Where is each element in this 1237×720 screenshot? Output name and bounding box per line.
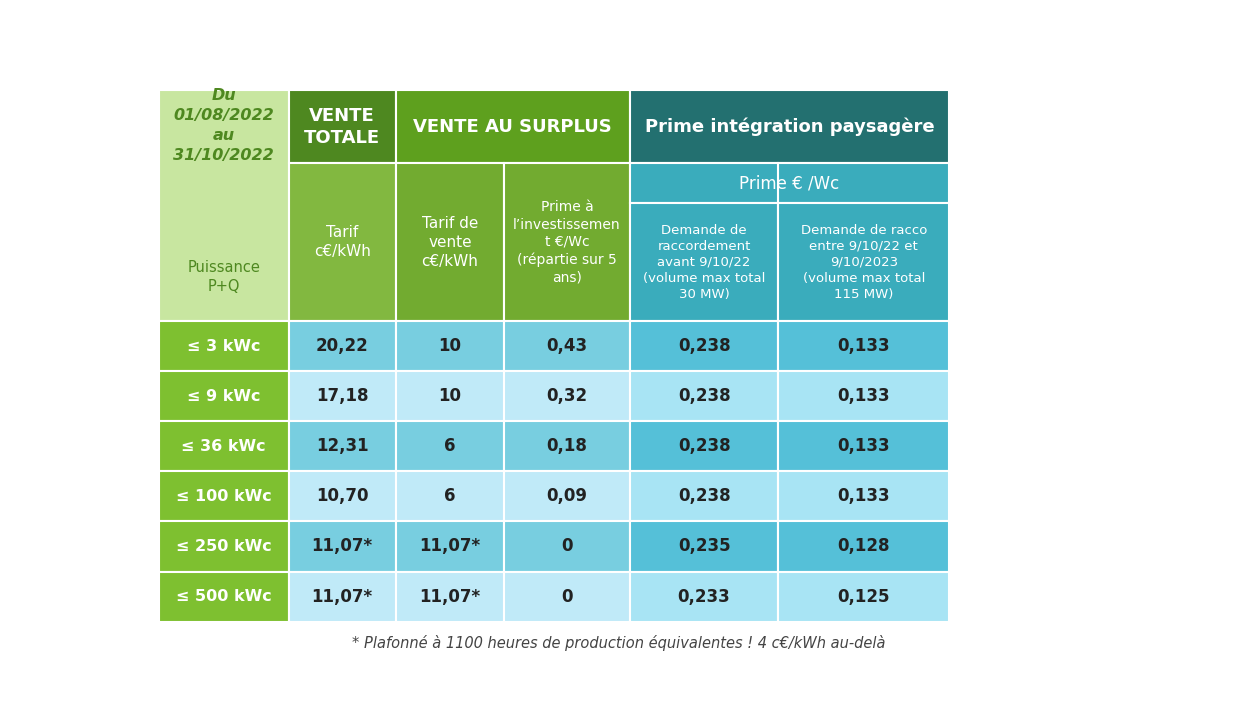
Bar	[396, 472, 505, 521]
Text: 11,07*: 11,07*	[419, 537, 480, 555]
Text: Demande de
raccordement
avant 9/10/22
(volume max total
30 MW): Demande de raccordement avant 9/10/22 (v…	[643, 224, 766, 301]
Text: Prime intégration paysagère: Prime intégration paysagère	[644, 117, 934, 136]
Bar	[630, 572, 778, 621]
Text: 0,09: 0,09	[547, 487, 588, 505]
Text: 10: 10	[438, 337, 461, 355]
Text: Tarif
c€/kWh: Tarif c€/kWh	[314, 225, 371, 259]
Text: 12,31: 12,31	[315, 437, 369, 455]
Bar	[158, 321, 288, 372]
Bar	[630, 90, 949, 163]
Text: 0: 0	[562, 537, 573, 555]
Text: 0,32: 0,32	[547, 387, 588, 405]
Bar	[630, 372, 778, 421]
Bar	[778, 421, 949, 472]
Bar	[778, 521, 949, 572]
Text: * Plafonné à 1100 heures de production équivalentes ! 4 c€/kWh au-delà: * Plafonné à 1100 heures de production é…	[353, 636, 886, 652]
Bar	[396, 521, 505, 572]
Bar	[158, 90, 288, 321]
Bar	[505, 572, 630, 621]
Text: 11,07*: 11,07*	[312, 537, 372, 555]
Text: 20,22: 20,22	[315, 337, 369, 355]
Text: 6: 6	[444, 487, 455, 505]
Bar	[630, 321, 778, 372]
Text: 17,18: 17,18	[315, 387, 369, 405]
Bar	[505, 321, 630, 372]
Bar	[158, 421, 288, 472]
Text: ≤ 36 kWc: ≤ 36 kWc	[182, 439, 266, 454]
Text: Demande de racco
entre 9/10/22 et
9/10/2023
(volume max total
115 MW): Demande de racco entre 9/10/22 et 9/10/2…	[800, 224, 927, 301]
Text: 0: 0	[562, 588, 573, 606]
Bar	[630, 204, 778, 321]
Bar	[288, 321, 396, 372]
Text: Prime € /Wc: Prime € /Wc	[740, 174, 840, 192]
Text: Puissance
P+Q: Puissance P+Q	[187, 260, 260, 294]
Text: Prime à
l’investissemen
t €/Wc
(répartie sur 5
ans): Prime à l’investissemen t €/Wc (répartie…	[513, 200, 621, 284]
Bar	[778, 204, 949, 321]
Bar	[778, 572, 949, 621]
Bar	[505, 472, 630, 521]
Text: 0,18: 0,18	[547, 437, 588, 455]
Text: 0,238: 0,238	[678, 337, 730, 355]
Bar	[778, 372, 949, 421]
Bar	[630, 472, 778, 521]
Bar	[396, 572, 505, 621]
Text: 6: 6	[444, 437, 455, 455]
Bar	[505, 521, 630, 572]
Text: 11,07*: 11,07*	[312, 588, 372, 606]
Bar	[288, 572, 396, 621]
Bar	[158, 521, 288, 572]
Bar	[158, 372, 288, 421]
Text: 10,70: 10,70	[315, 487, 369, 505]
Text: 11,07*: 11,07*	[419, 588, 480, 606]
Text: 10: 10	[438, 387, 461, 405]
Text: 0,235: 0,235	[678, 537, 730, 555]
Text: 0,128: 0,128	[837, 537, 889, 555]
Text: 0,238: 0,238	[678, 387, 730, 405]
Bar	[396, 163, 505, 321]
Text: 0,125: 0,125	[837, 588, 889, 606]
Text: ≤ 9 kWc: ≤ 9 kWc	[187, 389, 260, 404]
Bar	[778, 472, 949, 521]
Text: Du
01/08/2022
au
31/10/2022: Du 01/08/2022 au 31/10/2022	[173, 88, 273, 163]
Bar	[396, 372, 505, 421]
Text: 0,133: 0,133	[837, 337, 891, 355]
Text: VENTE
TOTALE: VENTE TOTALE	[304, 107, 380, 147]
Text: VENTE AU SURPLUS: VENTE AU SURPLUS	[413, 118, 612, 136]
Text: ≤ 250 kWc: ≤ 250 kWc	[176, 539, 271, 554]
Bar	[288, 472, 396, 521]
Bar	[505, 421, 630, 472]
Bar	[505, 372, 630, 421]
Text: 0,238: 0,238	[678, 437, 730, 455]
Bar	[396, 421, 505, 472]
Text: 0,238: 0,238	[678, 487, 730, 505]
Bar	[396, 90, 630, 163]
Bar	[288, 372, 396, 421]
Bar	[288, 163, 396, 321]
Text: 0,43: 0,43	[547, 337, 588, 355]
Bar	[288, 421, 396, 472]
Bar	[158, 572, 288, 621]
Text: ≤ 100 kWc: ≤ 100 kWc	[176, 489, 271, 504]
Text: Tarif de
vente
c€/kWh: Tarif de vente c€/kWh	[422, 215, 479, 269]
Bar	[778, 321, 949, 372]
Text: 0,133: 0,133	[837, 437, 891, 455]
Bar	[288, 521, 396, 572]
Text: 0,233: 0,233	[678, 588, 731, 606]
Bar	[396, 321, 505, 372]
Bar	[158, 472, 288, 521]
Text: 0,133: 0,133	[837, 487, 891, 505]
Text: 0,133: 0,133	[837, 387, 891, 405]
Bar	[630, 163, 949, 204]
Bar	[288, 90, 396, 163]
Text: ≤ 500 kWc: ≤ 500 kWc	[176, 589, 271, 604]
Text: ≤ 3 kWc: ≤ 3 kWc	[187, 339, 260, 354]
Bar	[505, 163, 630, 321]
Bar	[630, 421, 778, 472]
Bar	[630, 521, 778, 572]
